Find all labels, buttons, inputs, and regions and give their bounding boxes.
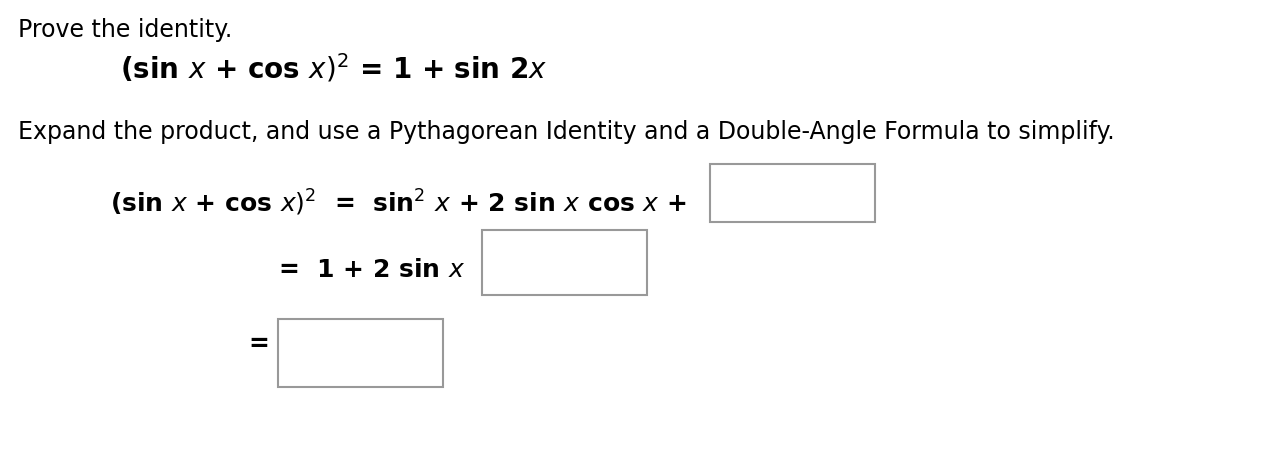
Bar (483, 230, 646, 295)
Bar (278, 319, 443, 387)
Text: (sin $x$ + cos $x)^2$  =  sin$^2$ $x$ + 2 sin $x$ cos $x$ +: (sin $x$ + cos $x)^2$ = sin$^2$ $x$ + 2 … (110, 188, 686, 218)
Text: =  1 + 2 sin $x$: = 1 + 2 sin $x$ (278, 258, 465, 282)
Bar (710, 164, 876, 222)
Text: Expand the product, and use a Pythagorean Identity and a Double-Angle Formula to: Expand the product, and use a Pythagorea… (18, 120, 1115, 144)
Text: (sin $x$ + cos $x)^2$ = 1 + sin 2$x$: (sin $x$ + cos $x)^2$ = 1 + sin 2$x$ (120, 52, 548, 85)
Text: Prove the identity.: Prove the identity. (18, 18, 232, 42)
Text: =: = (248, 332, 269, 356)
